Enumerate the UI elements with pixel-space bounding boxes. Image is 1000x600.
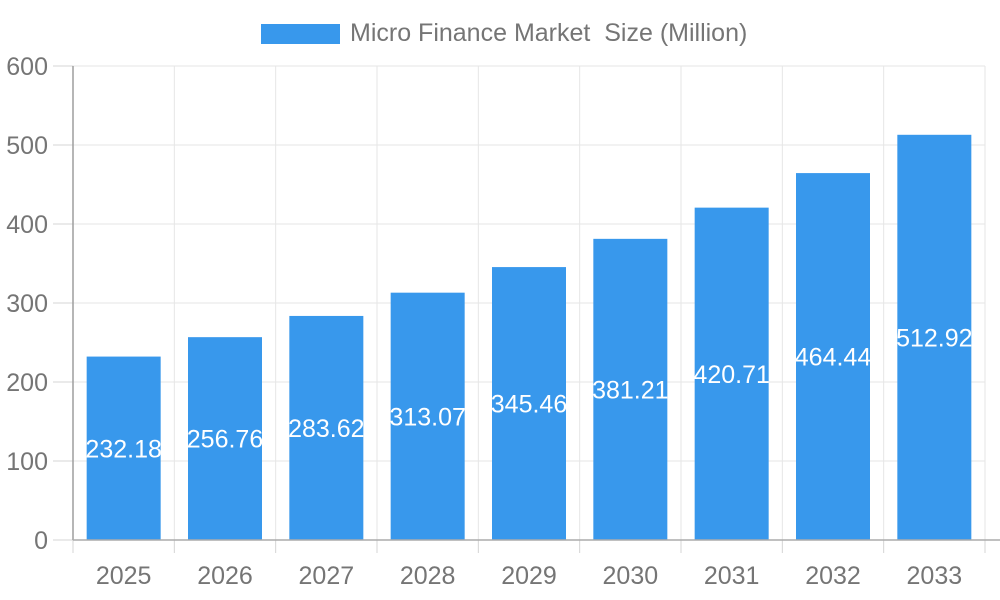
bar-value-label: 313.07: [389, 403, 465, 431]
bar-2025[interactable]: [86, 356, 161, 540]
x-axis-label: 2030: [603, 562, 659, 590]
bar-2032[interactable]: [796, 173, 870, 540]
x-axis-label: 2033: [907, 562, 963, 590]
bar-2030[interactable]: [593, 238, 668, 540]
y-tick-label: 300: [6, 290, 48, 318]
x-axis-label: 2029: [501, 562, 557, 590]
legend-swatch: [261, 23, 340, 44]
bar-value-label: 512.92: [896, 324, 972, 352]
bar-value-label: 232.18: [85, 435, 161, 463]
y-tick-label: 100: [6, 448, 48, 476]
bar-value-label: 464.44: [795, 344, 872, 372]
y-tick-label: 0: [34, 527, 48, 555]
y-tick-label: 500: [6, 132, 48, 160]
bar-value-label: 345.46: [491, 391, 567, 419]
bar-value-label: 381.21: [592, 376, 668, 404]
legend[interactable]: Micro Finance Market Size (Million): [261, 21, 747, 46]
bar-2026[interactable]: [188, 337, 262, 540]
bar-2027[interactable]: [289, 315, 364, 540]
y-tick-label: 600: [6, 53, 48, 81]
bar-2031[interactable]: [694, 207, 769, 540]
x-axis-label: 2028: [400, 562, 456, 590]
bar-2028[interactable]: [390, 292, 465, 540]
bar-value-label: 256.76: [187, 426, 263, 454]
y-tick-label: 400: [6, 211, 48, 239]
bar-2029[interactable]: [492, 267, 566, 540]
bar-value-label: 420.71: [693, 361, 769, 389]
x-axis-label: 2032: [805, 562, 861, 590]
bar-value-label: 283.62: [288, 415, 364, 443]
legend-label: Micro Finance Market Size (Million): [350, 19, 748, 47]
y-tick-label: 200: [6, 369, 48, 397]
x-axis-label: 2025: [96, 562, 152, 590]
bar-2033[interactable]: [897, 134, 972, 540]
x-axis-label: 2026: [197, 562, 253, 590]
x-axis-label: 2027: [299, 562, 355, 590]
x-axis-label: 2031: [704, 562, 760, 590]
